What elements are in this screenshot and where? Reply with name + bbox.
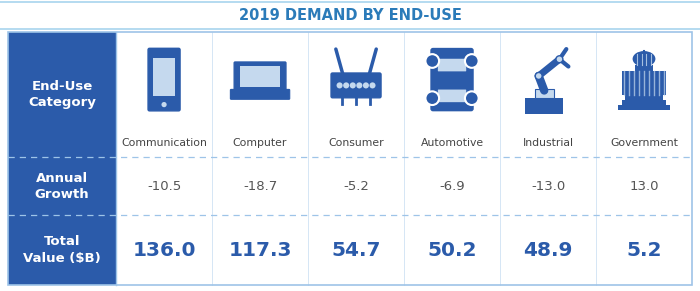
- Text: 136.0: 136.0: [132, 241, 196, 260]
- FancyBboxPatch shape: [234, 62, 286, 91]
- Text: End-Use
Category: End-Use Category: [28, 80, 96, 109]
- Text: 2019 DEMAND BY END-USE: 2019 DEMAND BY END-USE: [239, 8, 461, 22]
- Bar: [622, 100, 666, 105]
- Bar: [239, 66, 281, 87]
- Text: Communication: Communication: [121, 138, 207, 148]
- Text: Annual
Growth: Annual Growth: [35, 172, 90, 201]
- FancyBboxPatch shape: [431, 49, 473, 111]
- Circle shape: [337, 82, 342, 88]
- Circle shape: [426, 91, 439, 105]
- Circle shape: [465, 91, 479, 105]
- Text: 50.2: 50.2: [427, 241, 477, 260]
- Bar: [635, 65, 653, 71]
- Text: Automotive: Automotive: [421, 138, 484, 148]
- FancyBboxPatch shape: [438, 59, 466, 71]
- Text: -5.2: -5.2: [343, 180, 369, 193]
- FancyBboxPatch shape: [438, 90, 466, 102]
- Text: 13.0: 13.0: [629, 180, 659, 193]
- Text: 5.2: 5.2: [626, 241, 662, 260]
- Circle shape: [556, 56, 563, 63]
- Circle shape: [370, 82, 375, 88]
- Bar: [622, 71, 666, 95]
- Bar: [525, 98, 564, 114]
- Text: Total
Value ($B): Total Value ($B): [23, 235, 101, 265]
- Text: 117.3: 117.3: [228, 241, 292, 260]
- Text: 54.7: 54.7: [331, 241, 381, 260]
- Bar: [618, 105, 670, 111]
- Circle shape: [356, 82, 363, 88]
- FancyBboxPatch shape: [331, 73, 381, 98]
- Text: 48.9: 48.9: [524, 241, 573, 260]
- Bar: [625, 95, 663, 100]
- Text: Computer: Computer: [233, 138, 287, 148]
- Bar: [8, 32, 116, 285]
- Text: Government: Government: [610, 138, 678, 148]
- Text: Industrial: Industrial: [522, 138, 573, 148]
- Text: Consumer: Consumer: [328, 138, 384, 148]
- Bar: [535, 89, 554, 98]
- Bar: [8, 32, 692, 285]
- FancyBboxPatch shape: [148, 48, 180, 111]
- Text: -13.0: -13.0: [531, 180, 565, 193]
- Bar: [153, 58, 176, 96]
- Circle shape: [536, 72, 542, 79]
- Circle shape: [363, 82, 369, 88]
- Circle shape: [426, 54, 439, 68]
- Ellipse shape: [633, 51, 655, 67]
- Circle shape: [162, 102, 167, 107]
- Text: -10.5: -10.5: [147, 180, 181, 193]
- FancyBboxPatch shape: [230, 89, 290, 99]
- Circle shape: [343, 82, 349, 88]
- Circle shape: [465, 54, 479, 68]
- Text: -18.7: -18.7: [243, 180, 277, 193]
- Circle shape: [350, 82, 356, 88]
- Text: -6.9: -6.9: [439, 180, 465, 193]
